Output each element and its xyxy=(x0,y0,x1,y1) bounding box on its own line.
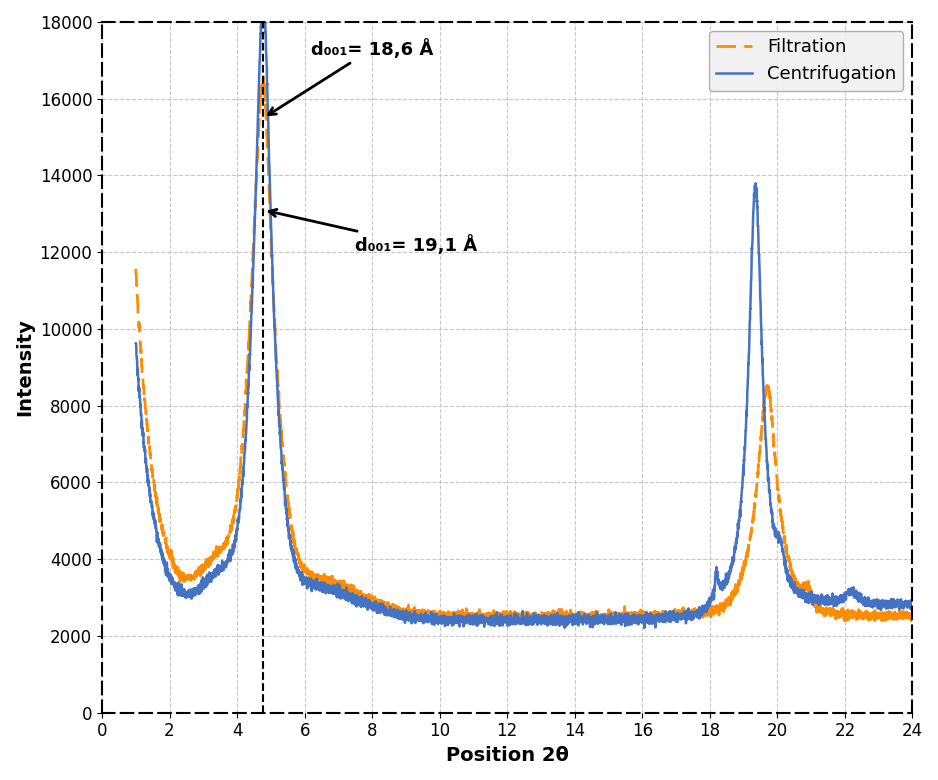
Centrifugation xyxy=(174,590,186,600)
Filtration xyxy=(174,573,186,582)
Centrifugation xyxy=(328,586,340,595)
Filtration xyxy=(335,583,346,593)
Filtration xyxy=(907,608,918,618)
Centrifugation xyxy=(544,613,555,622)
Y-axis label: Intensity: Intensity xyxy=(15,318,34,417)
Line: Centrifugation: Centrifugation xyxy=(136,22,913,628)
Line: Filtration: Filtration xyxy=(136,76,913,623)
Filtration xyxy=(190,571,202,580)
Centrifugation xyxy=(907,601,918,610)
Centrifugation xyxy=(639,623,650,633)
Filtration xyxy=(258,72,269,81)
Filtration xyxy=(130,264,142,274)
Text: d₀₀₁= 18,6 Å: d₀₀₁= 18,6 Å xyxy=(268,39,433,115)
Centrifugation xyxy=(906,604,917,613)
X-axis label: Position 2θ: Position 2θ xyxy=(446,746,568,765)
Centrifugation xyxy=(256,17,267,27)
Filtration xyxy=(472,619,483,628)
Centrifugation xyxy=(190,583,202,593)
Filtration xyxy=(544,613,555,622)
Legend: Filtration, Centrifugation: Filtration, Centrifugation xyxy=(709,31,903,90)
Text: d₀₀₁= 19,1 Å: d₀₀₁= 19,1 Å xyxy=(269,209,477,254)
Filtration xyxy=(906,611,917,620)
Filtration xyxy=(328,577,340,587)
Centrifugation xyxy=(130,339,142,348)
Centrifugation xyxy=(335,585,346,594)
